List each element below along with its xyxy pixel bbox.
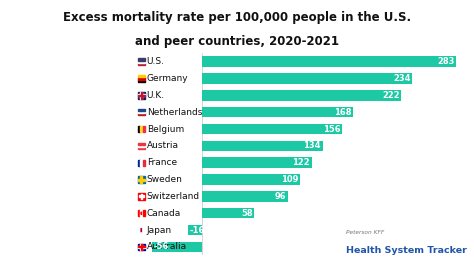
Text: 134: 134 bbox=[303, 141, 321, 150]
Text: 58: 58 bbox=[241, 209, 253, 218]
Text: 234: 234 bbox=[393, 74, 410, 83]
Bar bbox=[138, 147, 145, 149]
Text: Germany: Germany bbox=[147, 74, 188, 83]
Text: 109: 109 bbox=[281, 175, 298, 184]
Bar bbox=[138, 63, 145, 65]
Bar bbox=[202, 174, 300, 185]
Bar bbox=[138, 193, 145, 200]
Text: 222: 222 bbox=[382, 91, 400, 100]
Text: and peer countries, 2020-2021: and peer countries, 2020-2021 bbox=[135, 35, 339, 48]
Bar bbox=[188, 225, 202, 235]
Bar bbox=[138, 95, 145, 96]
Bar bbox=[138, 113, 145, 115]
Text: Canada: Canada bbox=[147, 209, 181, 218]
Text: Switzerland: Switzerland bbox=[147, 192, 200, 201]
Bar bbox=[140, 160, 143, 166]
Text: Austria: Austria bbox=[147, 141, 179, 150]
Bar bbox=[202, 141, 322, 151]
Bar bbox=[143, 126, 145, 132]
Bar bbox=[202, 208, 255, 218]
Text: -16: -16 bbox=[190, 226, 205, 235]
Bar bbox=[202, 56, 456, 67]
Bar bbox=[202, 157, 312, 168]
Text: -56: -56 bbox=[154, 242, 169, 251]
Bar bbox=[138, 246, 145, 248]
Text: 96: 96 bbox=[275, 192, 287, 201]
Bar bbox=[138, 59, 145, 61]
Bar bbox=[138, 92, 145, 98]
Bar bbox=[138, 126, 140, 132]
Bar bbox=[138, 61, 145, 63]
Bar bbox=[138, 246, 145, 247]
Text: Health System Tracker: Health System Tracker bbox=[346, 246, 467, 255]
Bar bbox=[143, 160, 145, 166]
Bar bbox=[140, 92, 143, 98]
Bar bbox=[138, 80, 145, 82]
Text: 168: 168 bbox=[334, 108, 351, 117]
Bar bbox=[138, 77, 145, 80]
Bar bbox=[138, 111, 145, 113]
Text: Japan: Japan bbox=[147, 226, 172, 235]
Bar bbox=[138, 94, 145, 96]
Bar bbox=[138, 210, 139, 217]
Text: 156: 156 bbox=[323, 124, 340, 134]
Text: France: France bbox=[147, 158, 177, 167]
Bar bbox=[138, 75, 145, 77]
Text: Sweden: Sweden bbox=[147, 175, 182, 184]
Text: Peterson KFF: Peterson KFF bbox=[346, 230, 384, 235]
Bar bbox=[139, 196, 144, 197]
Bar bbox=[138, 160, 140, 166]
Bar bbox=[138, 109, 145, 111]
Text: Netherlands: Netherlands bbox=[147, 108, 202, 117]
Bar bbox=[139, 210, 143, 217]
Bar bbox=[202, 73, 412, 84]
Bar bbox=[138, 145, 145, 147]
Text: U.K.: U.K. bbox=[147, 91, 165, 100]
Bar bbox=[141, 244, 142, 250]
Text: 122: 122 bbox=[292, 158, 310, 167]
Bar bbox=[140, 194, 142, 199]
Bar bbox=[143, 210, 145, 217]
Text: U.S.: U.S. bbox=[147, 57, 165, 66]
Text: Belgium: Belgium bbox=[147, 124, 184, 134]
Bar bbox=[138, 178, 145, 181]
Bar bbox=[141, 92, 142, 98]
Text: Australia: Australia bbox=[147, 242, 187, 251]
Bar bbox=[138, 176, 145, 183]
Text: 283: 283 bbox=[437, 57, 455, 66]
Bar bbox=[138, 244, 145, 250]
Bar bbox=[202, 107, 353, 117]
Bar bbox=[138, 227, 145, 233]
Bar bbox=[202, 191, 289, 202]
Bar bbox=[202, 90, 401, 101]
Bar bbox=[140, 176, 143, 183]
Bar bbox=[140, 126, 143, 132]
Bar bbox=[140, 244, 143, 250]
Text: Excess mortality rate per 100,000 people in the U.S.: Excess mortality rate per 100,000 people… bbox=[63, 11, 411, 24]
Bar bbox=[202, 124, 342, 134]
Bar bbox=[152, 242, 202, 252]
Bar bbox=[138, 143, 145, 145]
